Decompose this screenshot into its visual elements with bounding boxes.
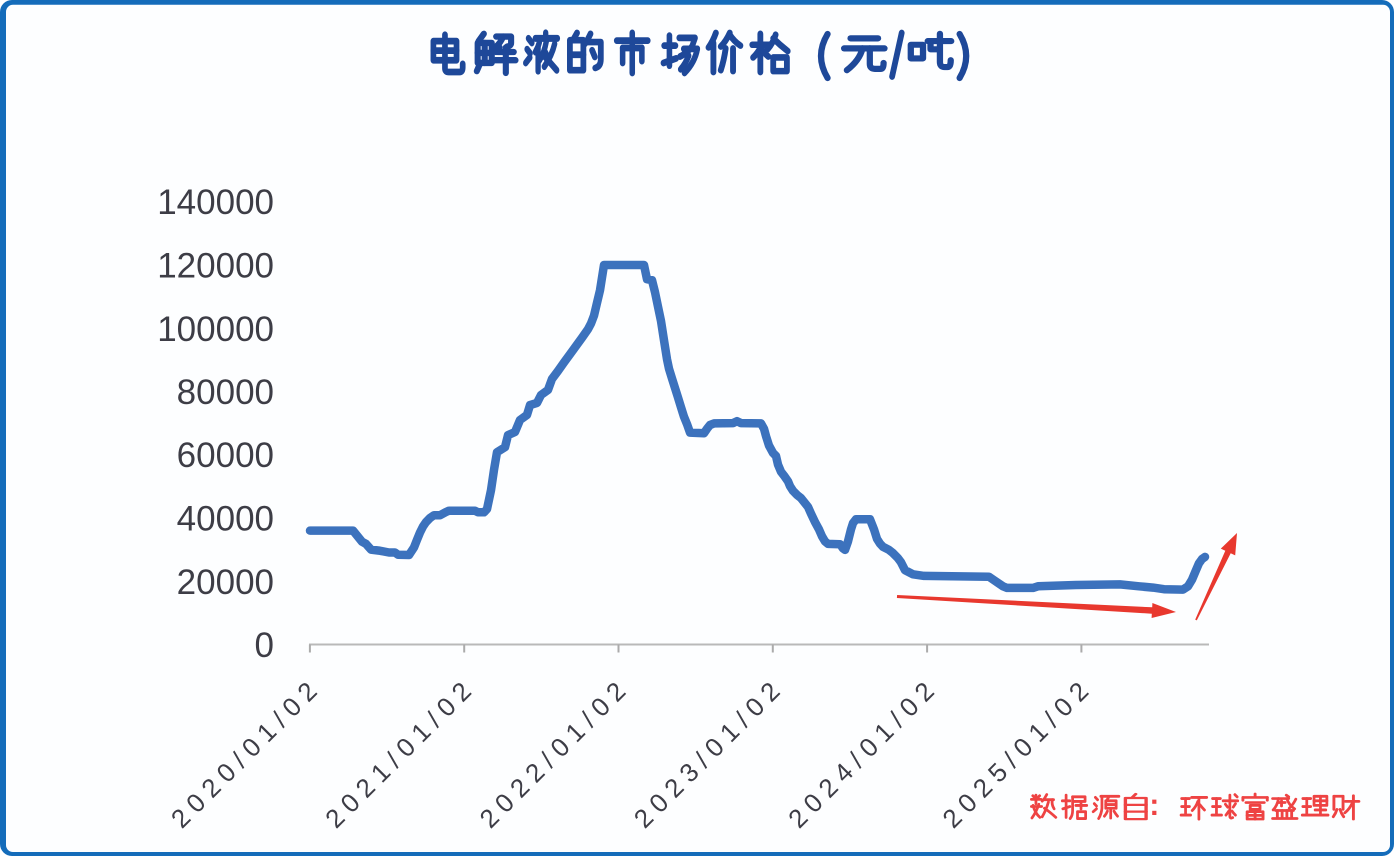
svg-text:140000: 140000: [157, 183, 274, 222]
svg-text:80000: 80000: [177, 373, 274, 412]
svg-text:0: 0: [255, 626, 274, 665]
svg-text:120000: 120000: [157, 247, 274, 286]
svg-text:100000: 100000: [157, 310, 274, 349]
svg-text:60000: 60000: [177, 436, 274, 475]
svg-text:20000: 20000: [177, 563, 274, 602]
svg-text:40000: 40000: [177, 500, 274, 539]
